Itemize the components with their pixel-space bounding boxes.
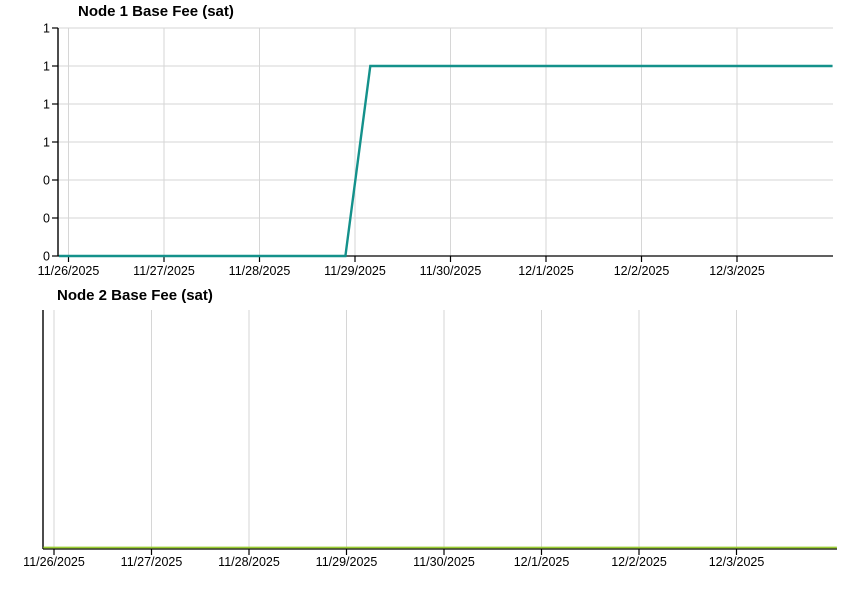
x-tick-label: 11/28/2025 [218, 555, 280, 569]
node2-base-fee-plot: 11/26/2025 11/27/2025 11/28/2025 11/29/2025… [23, 310, 837, 569]
x-tick-label: 11/26/2025 [23, 555, 85, 569]
x-tick-label: 11/30/2025 [420, 264, 482, 278]
x-tick-label: 12/1/2025 [514, 555, 570, 569]
x-tick-label: 12/2/2025 [611, 555, 667, 569]
y-tick-label: 1 [43, 136, 50, 150]
series-line [59, 64, 833, 258]
x-tick-label: 12/1/2025 [518, 264, 574, 278]
x-tick-label: 12/3/2025 [709, 555, 765, 569]
y-tick-label: 1 [43, 98, 50, 112]
x-tick-label: 11/27/2025 [133, 264, 195, 278]
x-tick-label: 11/26/2025 [38, 264, 100, 278]
chart-title-node1: Node 1 Base Fee (sat) [78, 3, 234, 20]
y-tick-label: 0 [43, 250, 50, 264]
x-tick-label: 12/3/2025 [709, 264, 765, 278]
x-tick-label: 11/29/2025 [324, 264, 386, 278]
chart-title-node2: Node 2 Base Fee (sat) [57, 287, 213, 304]
x-tick-label: 11/30/2025 [413, 555, 475, 569]
y-tick-label: 1 [43, 60, 50, 74]
x-tick-label: 11/29/2025 [316, 555, 378, 569]
x-tick-label: 12/2/2025 [614, 264, 670, 278]
y-tick-label: 0 [43, 212, 50, 226]
x-tick-label: 11/27/2025 [121, 555, 183, 569]
y-tick-label: 1 [43, 22, 50, 36]
y-tick-label: 0 [43, 174, 50, 188]
x-tick-label: 11/28/2025 [229, 264, 291, 278]
